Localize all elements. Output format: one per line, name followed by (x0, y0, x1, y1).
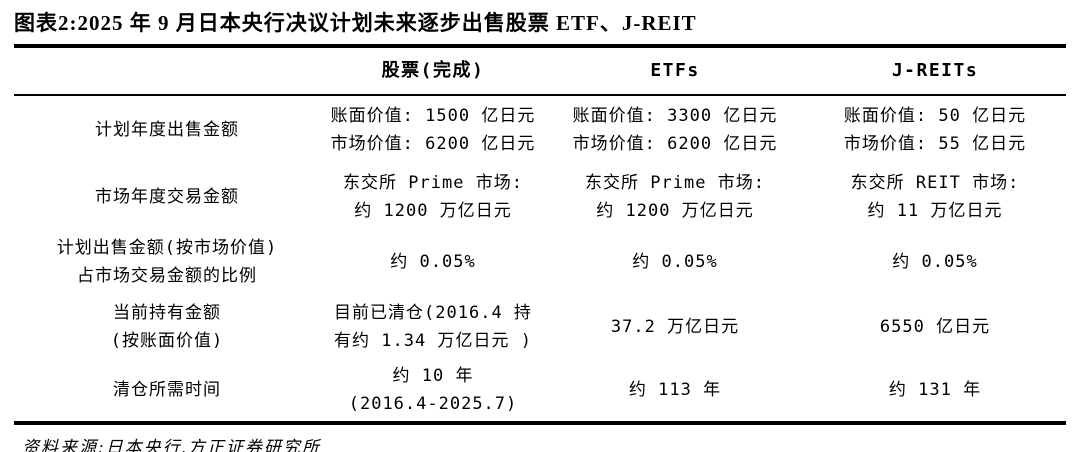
row-label: 市场年度交易金额 (95, 186, 239, 207)
cell-etfs: 约 113 年 (628, 380, 722, 400)
cell-stocks: 约 10 年 (2016.4-2025.7) (348, 366, 518, 414)
cell-stocks: 东交所 Prime 市场: 约 1200 万亿日元 (343, 172, 523, 221)
table-row-sale-ratio: 计划出售金额(按市场价值) 占市场交易金额的比例 约 0.05% 约 0.05%… (14, 229, 1066, 294)
header-blank (14, 48, 320, 94)
header-jreits: J-REITs (891, 60, 979, 81)
table-header-row: 股票(完成) ETFs J-REITs (14, 48, 1066, 96)
cell-stocks: 约 0.05% (390, 251, 476, 272)
cell-etfs: 37.2 万亿日元 (610, 316, 740, 337)
cell-jreits: 东交所 REIT 市场: 约 11 万亿日元 (850, 172, 1020, 221)
cell-stocks: 目前已清仓(2016.4 持 有约 1.34 万亿日元 ) (334, 302, 532, 351)
title-divider (14, 44, 1066, 48)
boj-sale-plan-table: 股票(完成) ETFs J-REITs 计划年度出售金额 账面价值: 1500 … (14, 48, 1066, 425)
cell-jreits: 账面价值: 50 亿日元 市场价值: 55 亿日元 (843, 106, 1027, 154)
table-row-current-holdings: 当前持有金额 (按账面价值) 目前已清仓(2016.4 持 有约 1.34 万亿… (14, 294, 1066, 359)
source-note: 资料来源:日本央行,方正证券研究所 (22, 438, 321, 452)
cell-stocks: 账面价值: 1500 亿日元 市场价值: 6200 亿日元 (330, 106, 536, 154)
row-label: 清仓所需时间 (113, 380, 221, 400)
cell-jreits: 6550 亿日元 (879, 316, 991, 337)
row-label: 计划出售金额(按市场价值) 占市场交易金额的比例 (56, 237, 278, 286)
header-stocks: 股票(完成) (381, 60, 485, 81)
cell-etfs: 约 0.05% (632, 251, 718, 272)
table-row-market-annual-trading: 市场年度交易金额 东交所 Prime 市场: 约 1200 万亿日元 东交所 P… (14, 164, 1066, 229)
row-label: 计划年度出售金额 (95, 120, 239, 140)
table-row-time-to-liquidate: 清仓所需时间 约 10 年 (2016.4-2025.7) 约 113 年 约 … (14, 359, 1066, 421)
cell-etfs: 账面价值: 3300 亿日元 市场价值: 6200 亿日元 (572, 106, 778, 154)
cell-etfs: 东交所 Prime 市场: 约 1200 万亿日元 (585, 172, 765, 221)
cell-jreits: 约 0.05% (892, 251, 978, 272)
cell-jreits: 约 131 年 (888, 380, 982, 400)
row-label: 当前持有金额 (按账面价值) (110, 302, 224, 351)
figure-title: 图表2:2025 年 9 月日本央行决议计划未来逐步出售股票 ETF、J-REI… (14, 11, 697, 35)
table-bottom-divider (14, 421, 1066, 425)
header-etfs: ETFs (650, 60, 700, 81)
table-row-planned-annual-sale: 计划年度出售金额 账面价值: 1500 亿日元 市场价值: 6200 亿日元 账… (14, 96, 1066, 164)
